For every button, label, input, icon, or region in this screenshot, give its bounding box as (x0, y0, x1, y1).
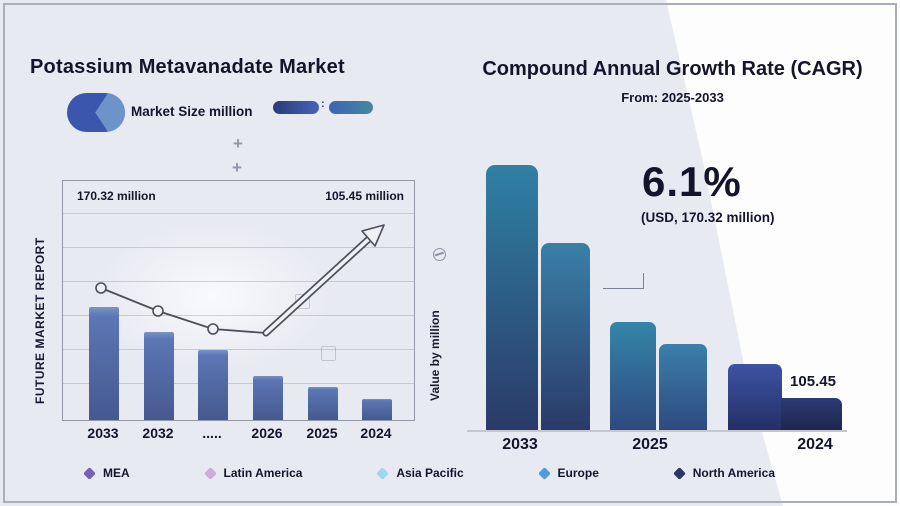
left-x-label: ..... (202, 425, 222, 441)
legend-item: Europe (537, 466, 599, 480)
left-bar (89, 307, 119, 420)
gridline (63, 349, 414, 350)
market-size-icon (67, 93, 125, 132)
gridline (63, 281, 414, 282)
growth-arrow-fill (264, 235, 373, 335)
left-x-label: 2033 (87, 425, 119, 441)
left-x-label: 2032 (142, 425, 174, 441)
vertical-watermark-text: FUTURE MARKET REPORT (33, 237, 47, 404)
legend-diamond-icon (203, 466, 217, 480)
trend-line (100, 287, 267, 334)
right-x-label: 2033 (502, 436, 538, 453)
cagr-value: 6.1% (642, 158, 742, 205)
gridline (63, 383, 414, 384)
right-bar (728, 364, 782, 430)
plus-decoration-top: + (233, 134, 243, 153)
chart-highlight-blob (93, 221, 333, 371)
legend-label: Asia Pacific (396, 466, 464, 480)
left-x-label: 2025 (306, 425, 338, 441)
legend-diamond-icon (537, 466, 551, 480)
left-bar (308, 387, 338, 420)
trend-overlay (95, 224, 385, 337)
data-label-105: 105.45 (790, 373, 836, 390)
region-legend: MEA Latin America Asia Pacific Europe North … (83, 466, 775, 480)
left-bar (198, 350, 228, 420)
left-bar (144, 332, 174, 420)
right-bar (610, 322, 656, 430)
legend-item: Asia Pacific (376, 466, 464, 480)
right-bar (486, 165, 538, 430)
left-bar (362, 399, 392, 420)
right-x-label: 2025 (632, 436, 668, 453)
left-x-label: 2024 (360, 425, 392, 441)
value-axis-label: Value by million (428, 310, 442, 401)
legend-label: North America (692, 466, 775, 480)
annotation-105: 105.45 million (325, 189, 404, 203)
legend-pill-separator: : (321, 98, 325, 110)
right-x-label: 2024 (797, 436, 833, 453)
legend-pill-teal (329, 101, 373, 114)
watermark-square-icon (321, 346, 336, 361)
gridline (63, 247, 414, 248)
left-chart-area: 170.32 million 105.45 million (62, 180, 415, 421)
plus-decoration-bottom: + (232, 158, 242, 177)
legend-item: North America (672, 466, 775, 480)
right-chart-subtitle: From: 2025-2033 (621, 90, 724, 105)
right-bar (781, 398, 842, 430)
gridline (63, 315, 414, 316)
right-bar (659, 344, 707, 430)
legend-pill-dark (273, 101, 319, 114)
series-label: Market Size million (131, 104, 253, 119)
left-bars-group (63, 181, 414, 420)
legend-diamond-icon (672, 466, 686, 480)
growth-arrow-head (361, 224, 385, 247)
gridline (63, 213, 414, 214)
trend-marker (95, 282, 107, 294)
left-chart-title: Potassium Metavanadate Market (30, 56, 345, 78)
legend-diamond-icon (83, 466, 96, 480)
corner-bracket-decoration (603, 273, 644, 289)
legend-item: Latin America (203, 466, 303, 480)
chevron-shape-icon (95, 93, 125, 132)
legend-diamond-icon (376, 466, 390, 480)
right-x-axis-line (467, 430, 847, 432)
left-bar (253, 376, 283, 420)
right-chart-title: Compound Annual Growth Rate (CAGR) (482, 58, 863, 80)
legend-label: Europe (557, 466, 599, 480)
annotation-170: 170.32 million (77, 189, 156, 203)
trend-markers (95, 282, 219, 335)
left-x-label: 2026 (251, 425, 283, 441)
legend-label: MEA (103, 466, 130, 480)
minus-circle-icon (431, 246, 448, 263)
legend-item: MEA (83, 466, 130, 480)
trend-marker (152, 305, 164, 317)
cagr-context: (USD, 170.32 million) (641, 210, 775, 225)
left-x-axis-labels: 2033 2032..... 2026 2025 2024 (62, 425, 415, 445)
right-bar (541, 243, 590, 430)
trend-marker (207, 323, 219, 335)
legend-label: Latin America (223, 466, 303, 480)
